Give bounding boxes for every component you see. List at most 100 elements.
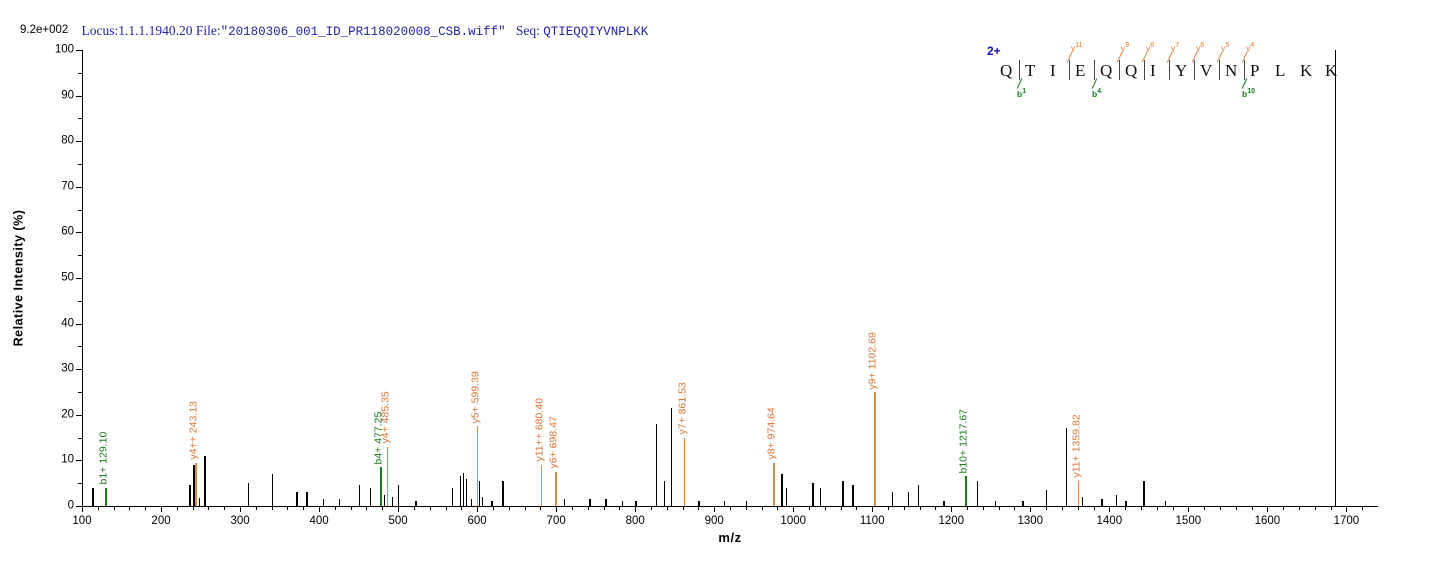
x-axis-minor-tick xyxy=(730,506,731,510)
x-axis-minor-tick xyxy=(1283,506,1285,510)
spectrum-peak xyxy=(663,480,665,506)
fragment-ion-label-b1: b1 xyxy=(1017,88,1027,99)
x-axis-minor-tick xyxy=(998,506,1000,510)
y-axis-line xyxy=(82,50,83,506)
fragment-tick xyxy=(1119,60,1120,80)
annotated-peak-b10p xyxy=(965,476,967,506)
x-axis-minor-tick xyxy=(176,506,178,510)
x-axis-tick-label: 1000 xyxy=(780,515,807,527)
x-axis-minor-tick xyxy=(429,506,431,510)
spectrum-peak xyxy=(502,480,504,506)
x-axis-minor-tick xyxy=(366,506,368,510)
fragment-tick xyxy=(1219,60,1220,80)
y-axis-tick xyxy=(76,460,82,462)
x-axis-minor-tick xyxy=(1298,506,1300,510)
locus-file-seq-line: Locus:1.1.1.1940.20 File:"20180306_001_I… xyxy=(68,7,649,55)
x-axis-tick xyxy=(477,506,479,512)
spectrum-peak xyxy=(621,500,624,506)
y-axis-title-text: Relative Intensity (%) xyxy=(11,209,26,347)
spectrum-peak xyxy=(781,474,783,506)
peak-label-b1p: b1+ 129.10 xyxy=(97,431,110,485)
sequence-residue: T xyxy=(1025,61,1036,80)
fragment-tick xyxy=(1169,60,1170,80)
x-axis-tick-label: 200 xyxy=(151,515,171,527)
locus-value: 1.1.1.1940.20 xyxy=(118,23,193,38)
x-axis-minor-tick xyxy=(824,506,826,510)
x-axis-minor-tick xyxy=(1251,506,1253,510)
x-axis-minor-tick xyxy=(1046,506,1048,510)
locus-label: Locus: xyxy=(81,23,119,38)
peak-label-y4pp: y4++ 243.13 xyxy=(187,401,200,460)
y-axis-minor-tick xyxy=(78,346,82,348)
x-axis-tick xyxy=(635,506,637,512)
x-axis-tick xyxy=(951,506,953,512)
fragment-tick xyxy=(1144,60,1145,80)
spectrum-peak xyxy=(323,499,325,506)
spectrum-peak xyxy=(842,480,844,506)
annotated-peak-y4p xyxy=(386,446,389,506)
spectrum-peak xyxy=(635,500,637,506)
x-axis-tick-label: 500 xyxy=(388,515,408,527)
y-axis-tick-label: 30 xyxy=(61,362,74,375)
spectrum-peak xyxy=(907,492,910,506)
spectrum-peak xyxy=(306,492,308,506)
annotated-peak-y9p xyxy=(874,392,876,506)
x-axis-tick xyxy=(793,506,795,512)
x-axis-tick xyxy=(872,506,874,512)
y-axis-tick-label: 40 xyxy=(61,316,74,329)
x-axis-tick xyxy=(398,506,400,512)
fragment-tick xyxy=(1019,60,1020,80)
fragment-ion-label-y5: y5 xyxy=(1221,42,1230,53)
x-axis-minor-tick xyxy=(1156,506,1158,510)
spectrum-peak xyxy=(462,473,465,506)
x-axis-tick-label: 900 xyxy=(704,515,724,527)
y-axis-tick-label: 10 xyxy=(61,453,74,466)
x-axis-minor-tick xyxy=(350,506,352,510)
spectrum-peak xyxy=(451,487,454,506)
y-axis-title: Relative Intensity (%) xyxy=(8,50,28,506)
seq-value: QTIEQQIYVNPLKK xyxy=(543,25,649,39)
x-axis-tick-label: 1100 xyxy=(859,515,885,527)
x-axis-minor-tick xyxy=(287,506,289,510)
x-axis-minor-tick xyxy=(650,506,652,510)
spectrum-peak xyxy=(786,487,788,506)
fragment-tick xyxy=(1244,60,1245,80)
y-axis-tick-label: 100 xyxy=(54,43,74,56)
spectrum-peak xyxy=(466,478,468,506)
spectrum-peak xyxy=(369,487,372,506)
x-axis-minor-tick xyxy=(303,506,305,510)
fragment-ion-label-y8: y8 xyxy=(1146,42,1155,53)
sequence-residue: L xyxy=(1275,61,1286,80)
annotated-peak-y4pp xyxy=(195,462,197,506)
x-axis-minor-tick xyxy=(903,506,905,510)
y-axis-tick-label: 0 xyxy=(67,499,74,512)
precursor-charge-label: 2+ xyxy=(987,44,1001,58)
spectrum-peak xyxy=(415,500,417,506)
spectrum-peak xyxy=(271,474,274,506)
spectrum-peak xyxy=(605,499,607,506)
x-axis-minor-tick xyxy=(1014,506,1016,510)
spectrum-peak xyxy=(698,500,700,506)
spectrum-peak xyxy=(478,480,481,506)
spectrum-peak xyxy=(976,480,978,506)
spectrum-peak xyxy=(655,423,658,506)
spectrum-peak xyxy=(852,485,854,506)
x-axis-minor-tick xyxy=(1125,506,1127,510)
spectrum-peak xyxy=(193,464,195,506)
annotated-peak-y5p xyxy=(476,426,479,506)
y-axis-tick xyxy=(76,278,82,279)
x-axis-minor-tick xyxy=(540,506,542,510)
spectrum-peak xyxy=(1101,499,1103,506)
x-axis-tick xyxy=(82,506,83,512)
fragment-ion-label-b4: b4 xyxy=(1092,88,1102,99)
peak-label-y9p: y9+ 1102.69 xyxy=(866,331,879,389)
spectrum-peak xyxy=(338,499,341,506)
y-axis-minor-tick xyxy=(78,209,82,211)
x-axis-minor-tick xyxy=(97,506,99,510)
sequence-residue: K xyxy=(1325,61,1338,80)
fragment-tick xyxy=(1094,60,1095,80)
x-axis-minor-tick xyxy=(619,506,621,510)
x-axis-tick-label: 600 xyxy=(467,515,487,527)
x-axis-minor-tick xyxy=(1362,506,1364,510)
y-axis-minor-tick xyxy=(78,437,82,439)
